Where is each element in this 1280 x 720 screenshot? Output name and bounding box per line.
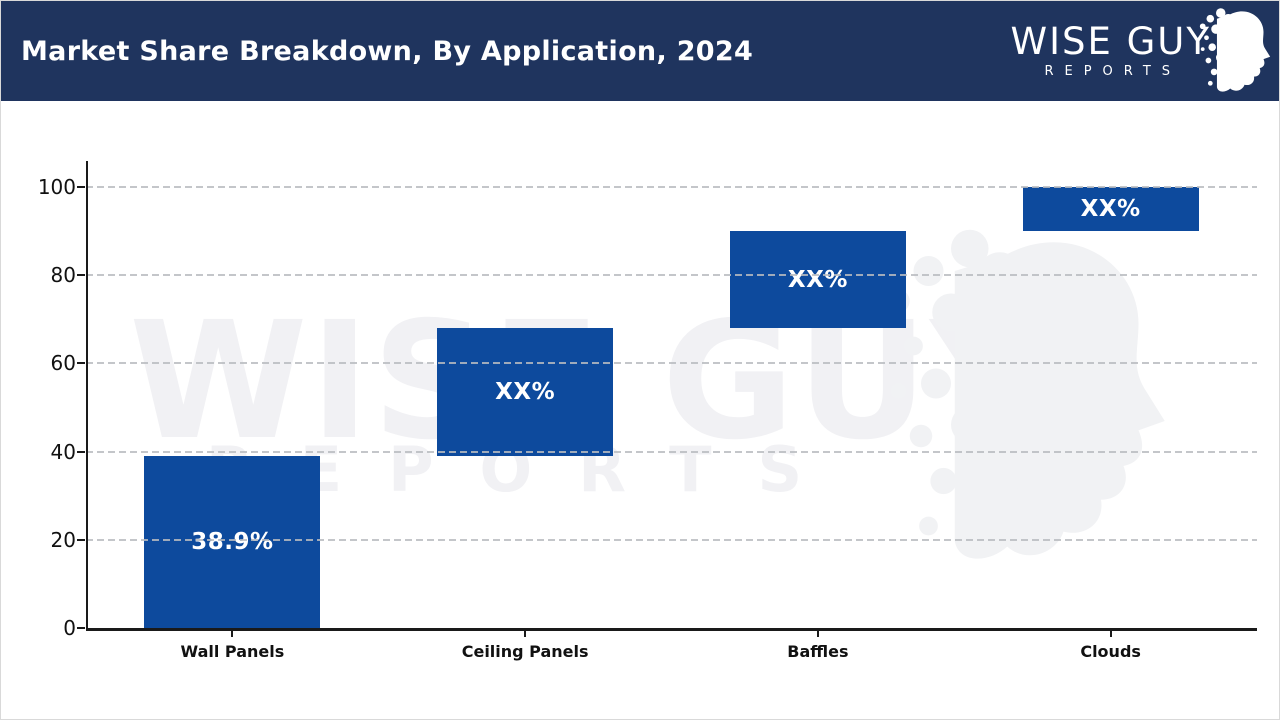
y-axis-tick-label: 100 (37, 175, 76, 199)
y-axis-tick (77, 627, 85, 629)
brand-logo-text: WISE GUY REPORTS (1011, 23, 1211, 79)
bar-value-label: 38.9% (191, 529, 274, 556)
x-axis-category-label: Clouds (1080, 642, 1141, 661)
watermark-head-graphic (887, 229, 1165, 559)
x-axis-category-label: Baffles (787, 642, 849, 661)
header-band: Market Share Breakdown, By Application, … (1, 1, 1279, 101)
gridline-y-40 (86, 450, 1257, 453)
x-axis-tick (1109, 630, 1112, 637)
gridline-y-100 (86, 186, 1257, 188)
x-axis-tick (524, 630, 527, 637)
bar-baffles: XX% (729, 231, 906, 329)
y-axis-tick-label: 80 (50, 263, 76, 288)
x-axis-category-label: Wall Panels (180, 642, 285, 661)
y-axis-tick (77, 450, 85, 453)
chart-title: Market Share Breakdown, By Application, … (21, 35, 754, 67)
y-axis-line (86, 161, 88, 630)
brand-name: WISE GUY (1010, 20, 1211, 63)
bar-ceiling-panels: XX% (437, 328, 614, 457)
brand-head-icon (1199, 8, 1271, 92)
y-axis-tick (77, 538, 85, 541)
gridline-y-80 (86, 274, 1257, 277)
bar-value-label: XX% (1080, 196, 1141, 223)
bar-value-label: XX% (787, 266, 848, 293)
bar-value-label: XX% (495, 379, 556, 406)
gridline-y-60 (86, 362, 1257, 365)
y-axis-tick (77, 362, 85, 365)
bar-clouds: XX% (1022, 187, 1199, 232)
y-axis-tick-label: 40 (50, 439, 76, 464)
gridline-y-20 (86, 538, 1257, 541)
x-axis-tick (231, 630, 234, 637)
brand-subtitle: REPORTS (1044, 64, 1182, 79)
x-axis-line (86, 628, 1257, 631)
y-axis-tick-label: 60 (50, 351, 76, 376)
bar-wall-panels: 38.9% (144, 456, 321, 628)
brand-logo: WISE GUY REPORTS (1011, 1, 1273, 101)
y-axis-tick-label: 20 (50, 527, 76, 552)
y-axis-tick (77, 274, 85, 277)
y-axis-tick-label: 0 (63, 616, 76, 640)
x-axis-category-label: Ceiling Panels (461, 642, 589, 661)
plot-area: 0 20 40 60 80 100 38.9% Wall Panels XX% Ceiling P… (38, 161, 1257, 661)
y-axis-tick (77, 186, 85, 188)
x-axis-tick (816, 630, 819, 637)
